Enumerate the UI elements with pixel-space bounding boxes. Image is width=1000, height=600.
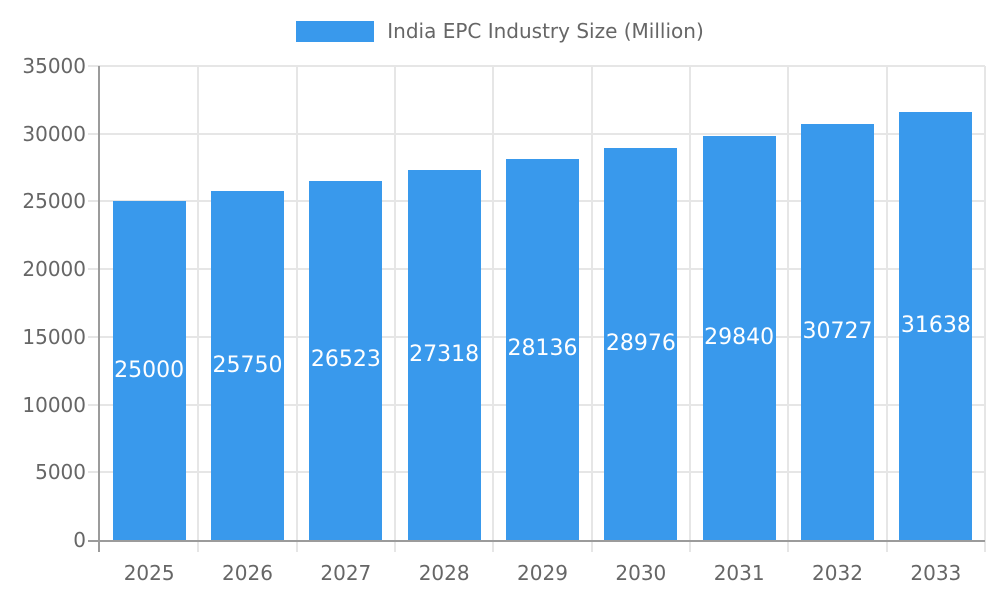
bar-value-label: 29840 <box>704 324 775 350</box>
y-tick-label: 15000 <box>22 324 86 349</box>
x-tick-label: 2027 <box>320 561 372 585</box>
bar-value-label: 25750 <box>212 352 283 378</box>
bar-2033[interactable] <box>899 111 973 540</box>
legend-label: India EPC Industry Size (Million) <box>387 19 704 43</box>
y-axis-line <box>98 66 100 552</box>
gridline-vertical <box>492 66 495 552</box>
bar-value-label: 30727 <box>802 318 873 344</box>
gridline-vertical <box>295 66 298 552</box>
y-tick-label: 20000 <box>22 257 86 282</box>
x-tick-label: 2029 <box>517 561 568 585</box>
bar-2025[interactable] <box>112 201 186 540</box>
gridline-vertical <box>394 66 396 552</box>
y-tick-label: 10000 <box>22 392 86 417</box>
x-tick-label: 2026 <box>222 561 273 585</box>
gridline-horizontal <box>88 132 985 135</box>
x-axis-line <box>88 540 985 542</box>
bar-2030[interactable] <box>604 147 678 540</box>
bar-2031[interactable] <box>702 135 776 540</box>
bar-2029[interactable] <box>506 158 579 540</box>
y-tick-label: 5000 <box>35 460 86 485</box>
y-tick-label: 0 <box>73 528 86 552</box>
gridline-vertical <box>197 66 200 552</box>
bar-2032[interactable] <box>801 123 874 540</box>
x-tick-label: 2028 <box>418 561 470 585</box>
y-tick-label: 30000 <box>22 121 86 146</box>
legend-swatch <box>296 20 375 42</box>
bar-2026[interactable] <box>211 191 284 540</box>
x-tick-label: 2033 <box>910 561 962 585</box>
x-tick-label: 2031 <box>713 561 765 585</box>
y-tick-label: 25000 <box>22 189 86 214</box>
y-tick-label: 35000 <box>22 54 86 78</box>
bar-value-label: 25000 <box>114 357 185 383</box>
bar-2028[interactable] <box>407 170 481 540</box>
bar-value-label: 28136 <box>507 336 578 362</box>
bar-value-label: 28976 <box>605 330 676 356</box>
gridline-vertical <box>590 66 593 552</box>
bar-2027[interactable] <box>309 180 383 540</box>
bar-value-label: 31638 <box>900 312 971 338</box>
gridline-vertical <box>885 66 888 552</box>
gridline-horizontal <box>88 65 985 67</box>
gridline-vertical <box>689 66 691 552</box>
gridline-vertical <box>984 66 986 552</box>
legend[interactable]: India EPC Industry Size (Million) <box>0 20 1000 42</box>
x-tick-label: 2032 <box>812 561 863 585</box>
bar-value-label: 27318 <box>409 342 480 368</box>
bar-value-label: 26523 <box>310 347 381 373</box>
x-tick-label: 2030 <box>615 561 667 585</box>
x-tick-label: 2025 <box>123 561 175 585</box>
gridline-vertical <box>787 66 790 552</box>
